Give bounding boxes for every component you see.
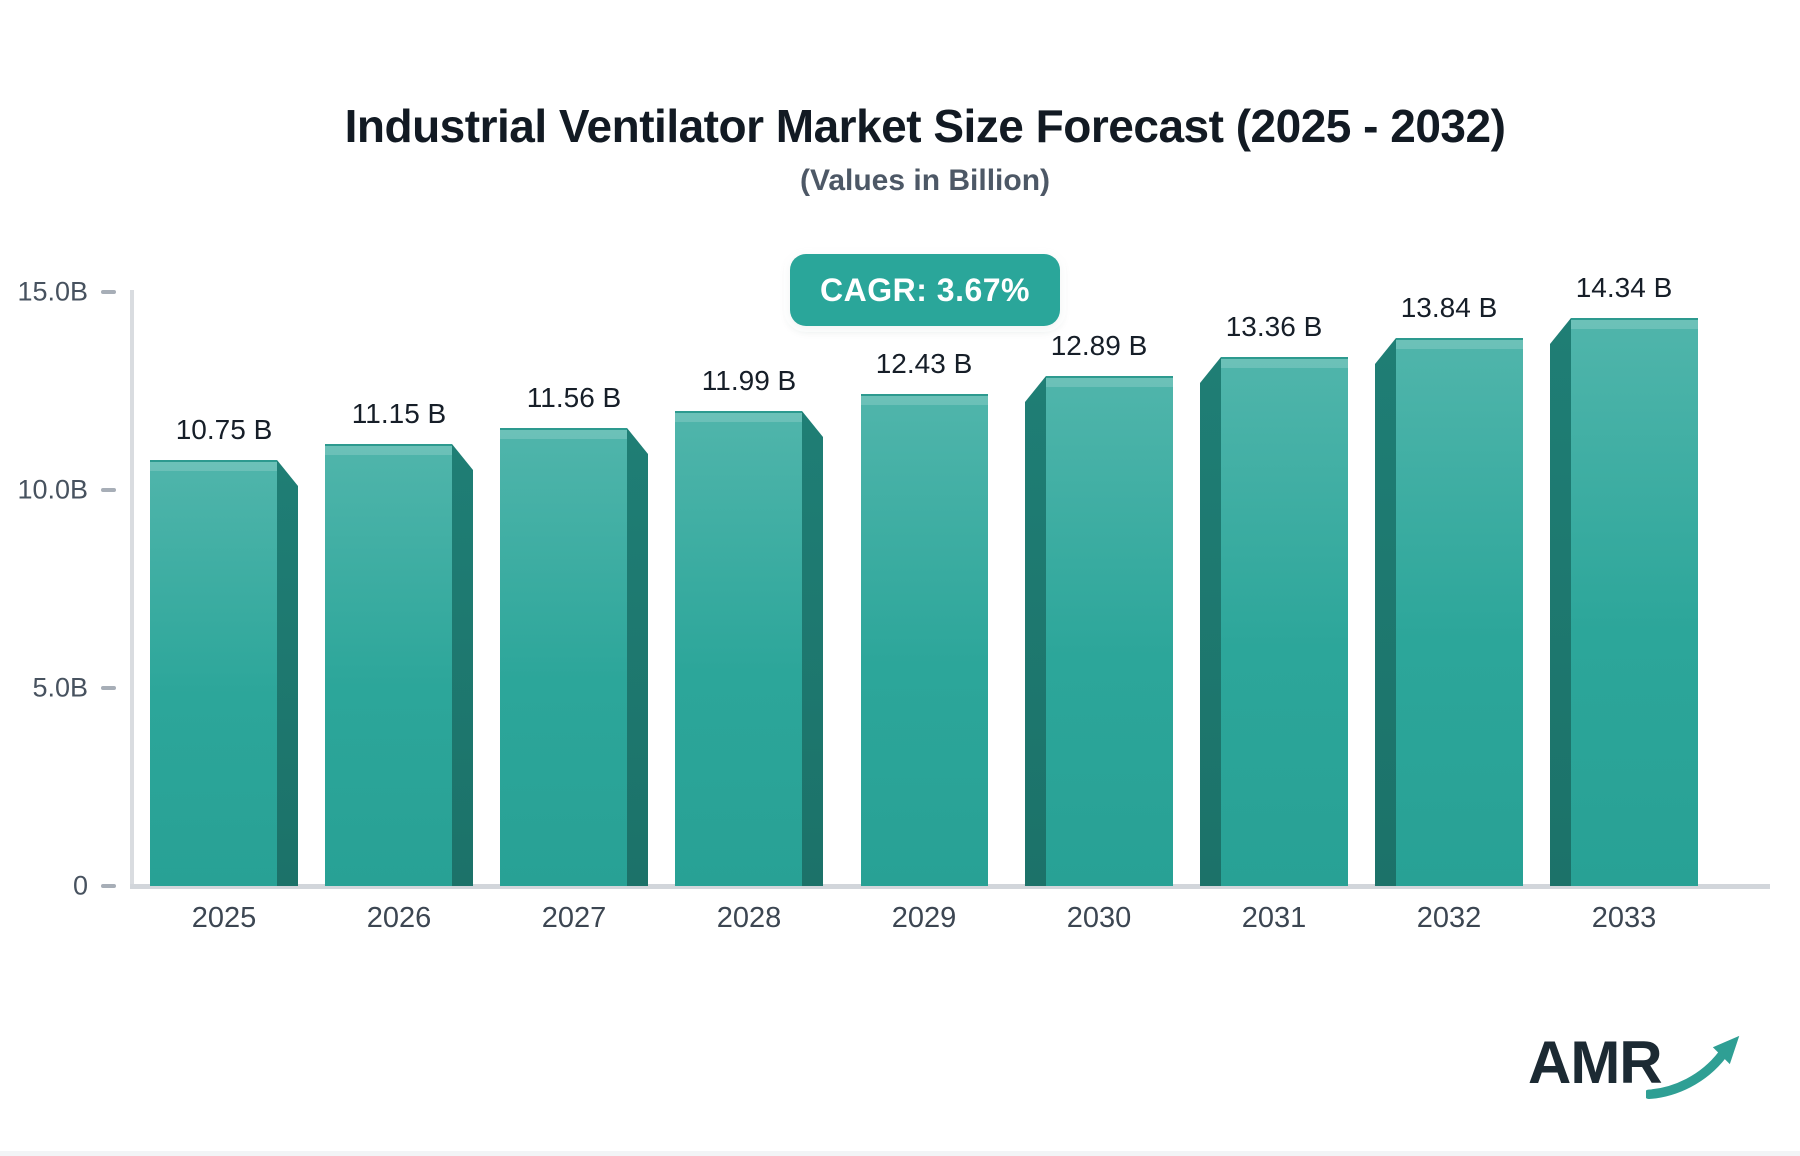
bar-group-2029 — [861, 394, 988, 886]
y-tick-label: 10.0B — [17, 474, 88, 505]
y-tick-mark — [101, 686, 116, 690]
bar-group-2027 — [500, 428, 648, 886]
cagr-badge-label: CAGR: 3.67% — [820, 271, 1030, 308]
bar-group-2030 — [1025, 376, 1173, 886]
bar-side-face — [627, 428, 648, 886]
bar-face — [150, 460, 277, 886]
bar-face — [675, 411, 802, 886]
x-axis-label: 2029 — [891, 902, 957, 934]
x-axis-label: 2032 — [1416, 902, 1482, 934]
growth-arrow-icon — [1645, 1035, 1739, 1100]
bar-face — [1221, 357, 1348, 886]
bar-group-2026 — [325, 444, 473, 886]
x-axis-label: 2027 — [541, 902, 607, 934]
bar-group-2033 — [1550, 318, 1698, 886]
bar-value-label: 14.34 B — [1575, 272, 1673, 303]
bar-face — [1571, 318, 1698, 886]
page-title: Industrial Ventilator Market Size Foreca… — [344, 100, 1506, 152]
bar-side-face — [1375, 338, 1396, 886]
bar-face — [861, 394, 988, 886]
bar-side-face — [802, 411, 823, 886]
bottom-edge-strip — [0, 1151, 1800, 1156]
bar-face — [325, 444, 452, 886]
x-axis-label: 2030 — [1066, 902, 1132, 934]
bar-group-2025 — [150, 460, 298, 886]
x-axis-label: 2025 — [191, 902, 257, 934]
bar-value-label: 13.84 B — [1400, 292, 1498, 323]
bar-face — [1046, 376, 1173, 886]
x-axis-line — [130, 884, 1770, 889]
bar-value-label: 13.36 B — [1225, 311, 1323, 342]
x-axis-label: 2033 — [1591, 902, 1657, 934]
x-axis-label: 2028 — [716, 902, 782, 934]
y-tick-label: 5.0B — [32, 672, 88, 703]
x-axis-label: 2026 — [366, 902, 432, 934]
y-tick-label: 15.0B — [17, 276, 88, 307]
bar-value-label: 12.89 B — [1050, 330, 1148, 361]
cagr-badge: CAGR: 3.67% — [790, 254, 1060, 326]
bar-group-2032 — [1375, 338, 1523, 886]
y-axis-line — [130, 290, 134, 888]
y-tick-mark — [101, 884, 116, 888]
x-axis-label: 2031 — [1241, 902, 1307, 934]
bar-value-label: 10.75 B — [175, 414, 273, 445]
bar-face — [1396, 338, 1523, 886]
amr-logo: AMR — [1528, 1032, 1742, 1100]
bar-side-face — [452, 444, 473, 886]
page-subtitle: (Values in Billion) — [799, 164, 1051, 197]
y-tick-mark — [101, 290, 116, 294]
bar-side-face — [1025, 376, 1046, 886]
bar-value-label: 11.99 B — [701, 365, 797, 396]
bar-value-label: 11.56 B — [526, 382, 622, 413]
y-tick-mark — [101, 488, 116, 492]
y-tick-label: 0 — [72, 870, 88, 901]
bar-side-face — [277, 460, 298, 886]
bar-face — [500, 428, 627, 886]
bar-group-2031 — [1200, 357, 1348, 886]
bar-side-face — [1550, 318, 1571, 886]
amr-logo-text: AMR — [1528, 1029, 1663, 1096]
bar-side-face — [1200, 357, 1221, 886]
bar-value-label: 11.15 B — [351, 398, 447, 429]
bar-group-2028 — [675, 411, 823, 886]
bar-value-label: 12.43 B — [875, 348, 973, 379]
